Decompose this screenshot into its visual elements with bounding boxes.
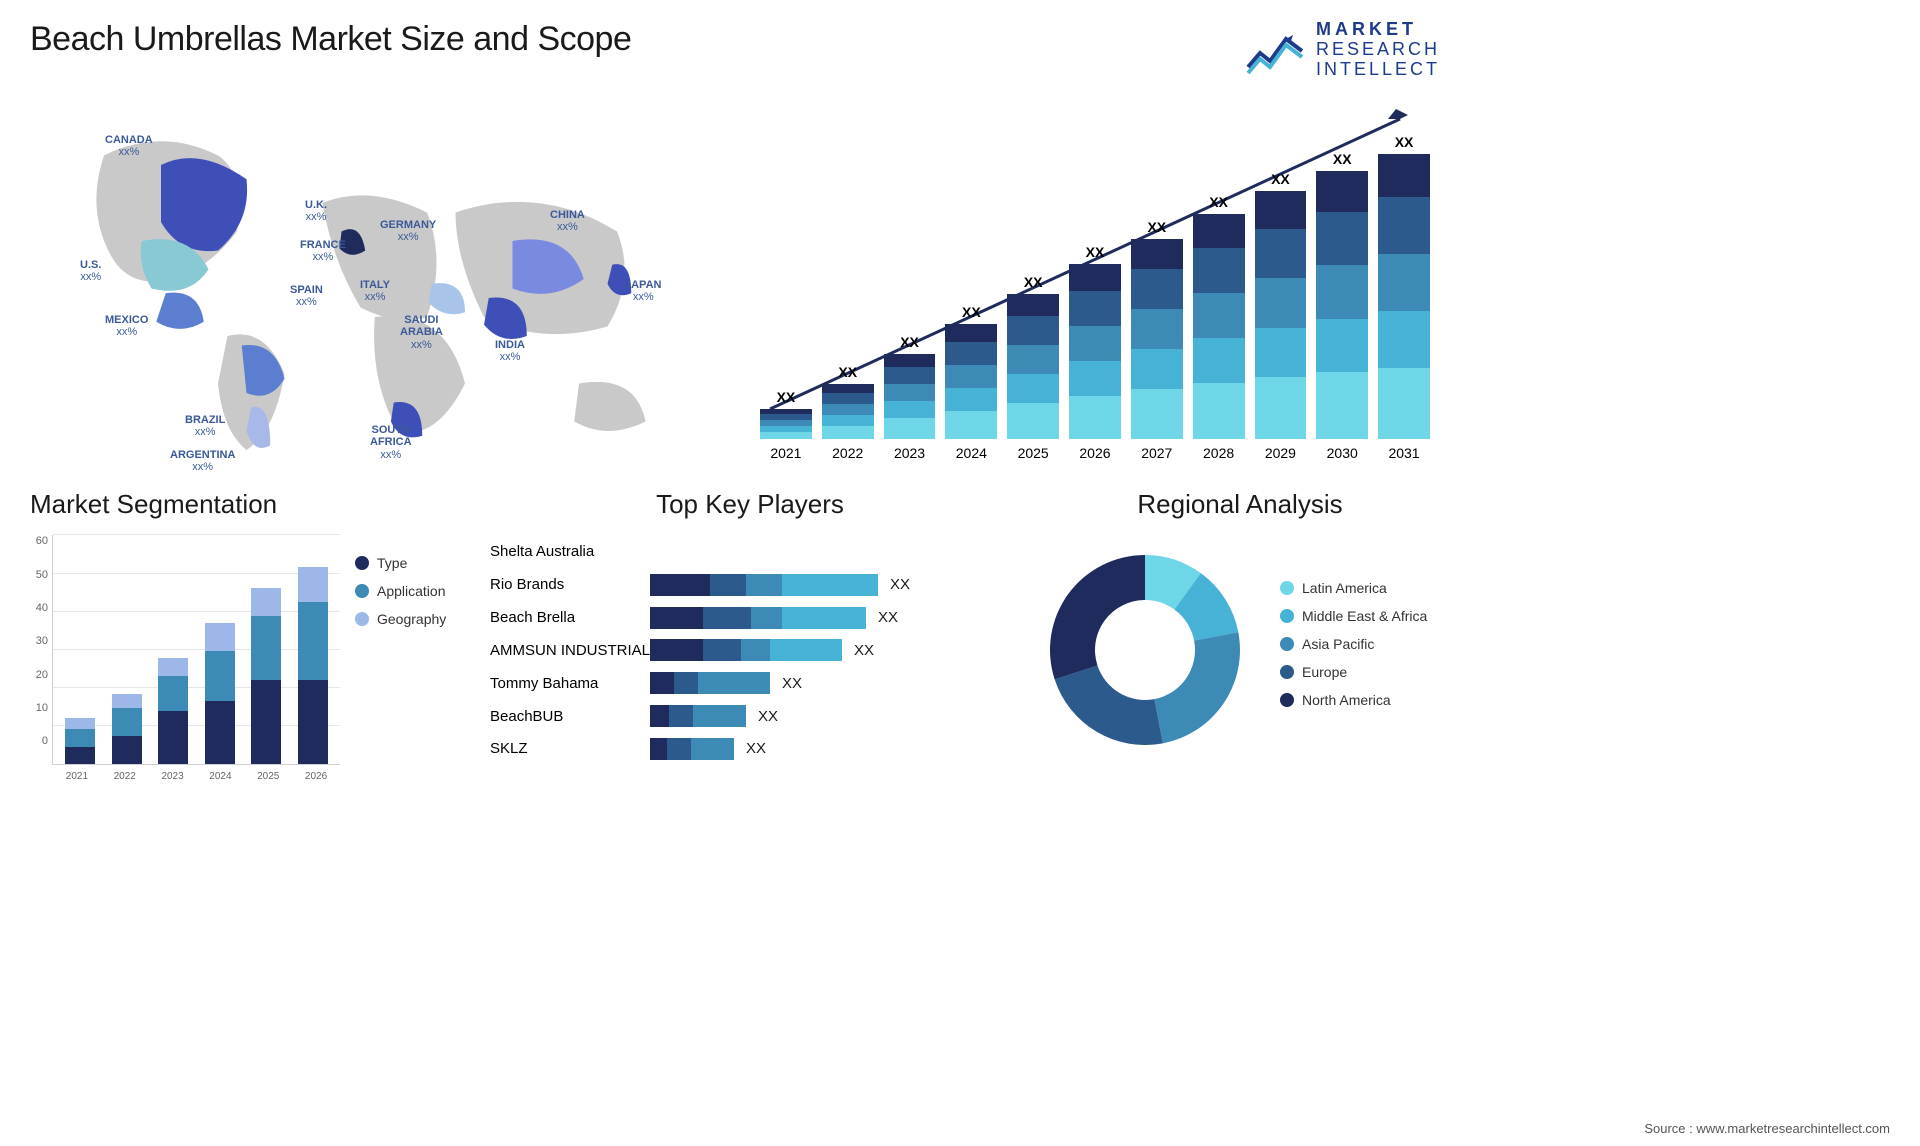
growth-bar: XX: [884, 334, 936, 439]
growth-bar: XX: [1316, 151, 1368, 439]
growth-bar-chart: XXXXXXXXXXXXXXXXXXXXXX 20212022202320242…: [740, 89, 1440, 469]
seg-bar: [205, 623, 235, 764]
growth-x-tick: 2026: [1069, 445, 1121, 461]
growth-x-tick: 2031: [1378, 445, 1430, 461]
segmentation-title: Market Segmentation: [30, 489, 460, 520]
player-label: Shelta Australia: [490, 543, 650, 560]
legend-item: Type: [355, 555, 460, 571]
growth-bar: XX: [945, 304, 997, 439]
player-label: Tommy Bahama: [490, 675, 650, 692]
growth-x-tick: 2024: [945, 445, 997, 461]
legend-item: North America: [1280, 692, 1440, 708]
logo-text-1: MARKET: [1316, 20, 1440, 40]
growth-x-tick: 2027: [1131, 445, 1183, 461]
map-label: ITALYxx%: [360, 279, 390, 303]
logo-mark-icon: [1246, 25, 1306, 75]
legend-item: Europe: [1280, 664, 1440, 680]
growth-bar: XX: [1131, 219, 1183, 439]
growth-bar: XX: [822, 364, 874, 439]
player-label: Rio Brands: [490, 576, 650, 593]
seg-bar: [112, 694, 142, 765]
legend-item: Latin America: [1280, 580, 1440, 596]
seg-x-tick: 2026: [305, 771, 327, 782]
map-label: MEXICOxx%: [105, 314, 148, 338]
segmentation-panel: Market Segmentation 0 10 20 30 40 50 60 2021 20…: [30, 489, 460, 789]
map-label: SPAINxx%: [290, 284, 323, 308]
player-bar-row: [650, 541, 1010, 563]
logo-text-3: INTELLECT: [1316, 60, 1440, 80]
seg-y-tick: 30: [30, 635, 48, 647]
map-label: U.S.xx%: [80, 259, 101, 283]
seg-y-tick: 10: [30, 702, 48, 714]
seg-bar: [65, 718, 95, 764]
map-label: GERMANYxx%: [380, 219, 436, 243]
growth-x-tick: 2028: [1193, 445, 1245, 461]
player-bar-row: XX: [650, 639, 1010, 661]
seg-y-tick: 60: [30, 535, 48, 547]
growth-x-tick: 2023: [884, 445, 936, 461]
map-label: INDIAxx%: [495, 339, 525, 363]
legend-item: Asia Pacific: [1280, 636, 1440, 652]
map-label: CANADAxx%: [105, 134, 153, 158]
map-label: SAUDIARABIAxx%: [400, 314, 443, 350]
player-bar-row: XX: [650, 672, 1010, 694]
growth-bar: XX: [1378, 134, 1430, 439]
region-panel: Regional Analysis Latin America Middle Ea…: [1040, 489, 1440, 789]
brand-logo: MARKET RESEARCH INTELLECT: [1246, 20, 1440, 79]
map-label: FRANCExx%: [300, 239, 346, 263]
seg-bar: [251, 588, 281, 765]
legend-item: Application: [355, 583, 460, 599]
seg-x-tick: 2021: [66, 771, 88, 782]
players-panel: Top Key Players Shelta Australia Rio Bran…: [490, 489, 1010, 789]
seg-x-tick: 2024: [209, 771, 231, 782]
seg-y-tick: 40: [30, 602, 48, 614]
seg-x-tick: 2025: [257, 771, 279, 782]
player-label: SKLZ: [490, 740, 650, 757]
map-label: CHINAxx%: [550, 209, 585, 233]
player-bar-row: XX: [650, 738, 1010, 760]
player-bar-row: XX: [650, 705, 1010, 727]
region-title: Regional Analysis: [1040, 489, 1440, 520]
seg-bar: [158, 658, 188, 764]
growth-bar: XX: [1193, 194, 1245, 439]
player-label: AMMSUN INDUSTRIAL: [490, 642, 650, 659]
seg-y-tick: 50: [30, 569, 48, 581]
seg-bar: [298, 567, 328, 765]
map-label: U.K.xx%: [305, 199, 327, 223]
growth-bar: XX: [1255, 171, 1307, 439]
player-label: BeachBUB: [490, 708, 650, 725]
world-map-panel: CANADAxx%U.S.xx%MEXICOxx%BRAZILxx%ARGENT…: [30, 89, 710, 469]
logo-text-2: RESEARCH: [1316, 40, 1440, 60]
map-label: BRAZILxx%: [185, 414, 225, 438]
growth-x-tick: 2022: [822, 445, 874, 461]
growth-x-tick: 2030: [1316, 445, 1368, 461]
map-label: SOUTHAFRICAxx%: [370, 424, 412, 460]
player-bar-row: XX: [650, 574, 1010, 596]
legend-item: Geography: [355, 611, 460, 627]
seg-y-tick: 20: [30, 669, 48, 681]
growth-x-tick: 2025: [1007, 445, 1059, 461]
legend-item: Middle East & Africa: [1280, 608, 1440, 624]
donut-chart: [1040, 545, 1250, 755]
page-title: Beach Umbrellas Market Size and Scope: [30, 20, 631, 59]
player-label: Beach Brella: [490, 609, 650, 626]
growth-x-tick: 2021: [760, 445, 812, 461]
growth-bar: XX: [1007, 274, 1059, 439]
growth-bar: XX: [1069, 244, 1121, 439]
map-label: ARGENTINAxx%: [170, 449, 235, 473]
seg-y-tick: 0: [30, 735, 48, 747]
donut-slice: [1055, 666, 1163, 746]
donut-slice: [1154, 633, 1240, 744]
map-label: JAPANxx%: [625, 279, 661, 303]
growth-bar: XX: [760, 389, 812, 439]
growth-x-tick: 2029: [1255, 445, 1307, 461]
seg-x-tick: 2022: [114, 771, 136, 782]
source-footer: Source : www.marketresearchintellect.com: [1644, 1121, 1890, 1136]
players-title: Top Key Players: [490, 489, 1010, 520]
seg-x-tick: 2023: [161, 771, 183, 782]
donut-slice: [1050, 555, 1145, 679]
player-bar-row: XX: [650, 607, 1010, 629]
